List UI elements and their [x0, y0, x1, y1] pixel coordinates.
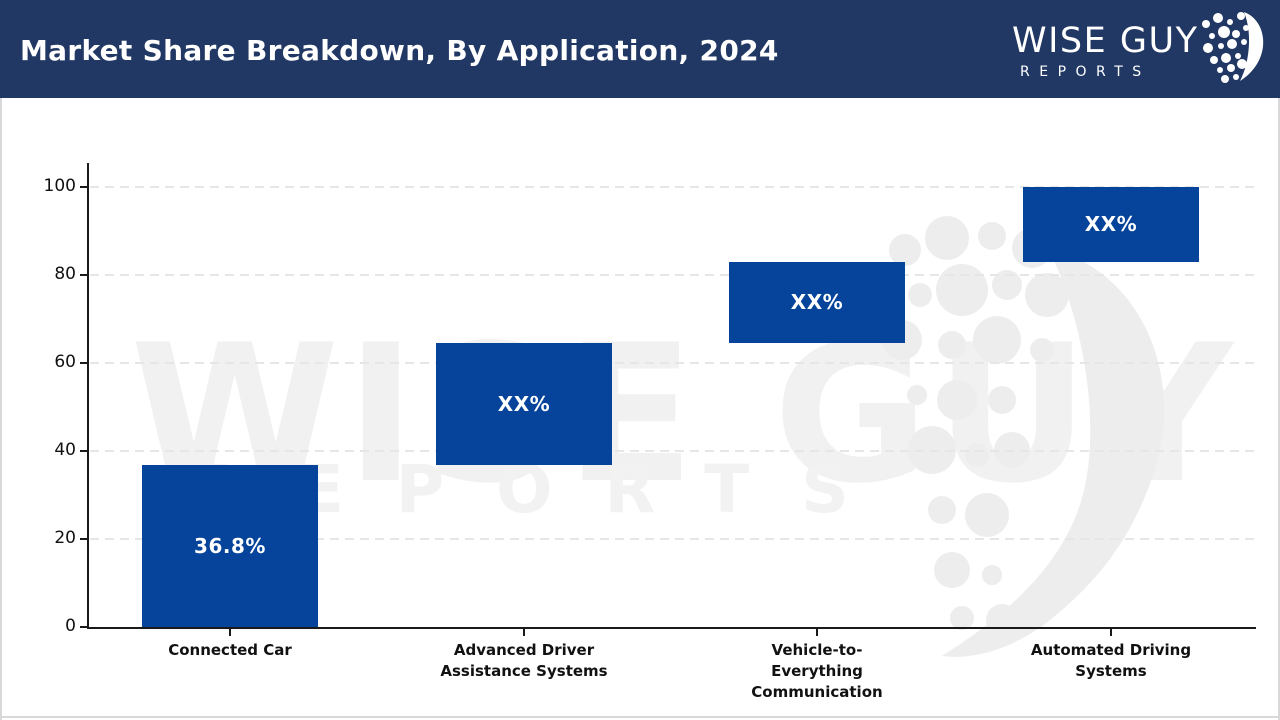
logo-wordmark: WISE GUY: [1012, 21, 1199, 61]
x-tick-mark: [816, 629, 818, 636]
bar-value-label: XX%: [790, 290, 844, 315]
bar-1: 36.8%: [142, 465, 318, 627]
x-tick-mark: [229, 629, 231, 636]
y-tick-mark: [80, 274, 88, 276]
logo-dotted-head-icon: [1202, 12, 1264, 83]
y-tick-mark: [80, 186, 88, 188]
x-axis-category-label: Automated Driving Systems: [1030, 641, 1192, 680]
bar-value-label: XX%: [1084, 212, 1138, 237]
gridline-40: [90, 450, 1256, 452]
header-bar: Market Share Breakdown, By Application, …: [0, 0, 1280, 98]
y-tick-mark: [80, 450, 88, 452]
y-tick-label: 0: [65, 616, 76, 636]
bar-4: XX%: [1023, 187, 1199, 262]
chart-title: Market Share Breakdown, By Application, …: [20, 34, 779, 67]
y-tick-label: 60: [54, 352, 76, 372]
x-axis-category-label: Vehicle-to- Everything Communication: [751, 641, 883, 701]
y-tick-label: 80: [54, 264, 76, 284]
page-border-left: [0, 98, 2, 720]
gridline-100: [90, 186, 1256, 188]
bar-2: XX%: [436, 342, 612, 466]
wise-guy-reports-logo: WISE GUY REPORTS: [1012, 12, 1264, 83]
page-border-bottom: [0, 716, 1280, 718]
gridline-60: [90, 362, 1256, 364]
x-axis-line: [87, 627, 1256, 629]
y-tick-label: 100: [43, 176, 76, 196]
y-axis-line: [87, 163, 89, 629]
y-tick-mark: [80, 626, 88, 628]
bar-value-label: XX%: [497, 391, 551, 416]
logo-reports-text: REPORTS: [1020, 64, 1151, 80]
y-tick-mark: [80, 362, 88, 364]
gridline-80: [90, 274, 1256, 276]
x-tick-mark: [1110, 629, 1112, 636]
x-axis-category-label: Advanced Driver Assistance Systems: [440, 641, 608, 680]
y-tick-mark: [80, 538, 88, 540]
gridline-20: [90, 538, 1256, 540]
x-axis-category-label: Connected Car: [168, 641, 292, 659]
bar-value-label: 36.8%: [194, 534, 266, 559]
y-tick-label: 20: [54, 528, 76, 548]
bar-3: XX%: [729, 261, 905, 343]
x-tick-mark: [523, 629, 525, 636]
y-tick-label: 40: [54, 440, 76, 460]
page-border-right: [1278, 98, 1280, 720]
